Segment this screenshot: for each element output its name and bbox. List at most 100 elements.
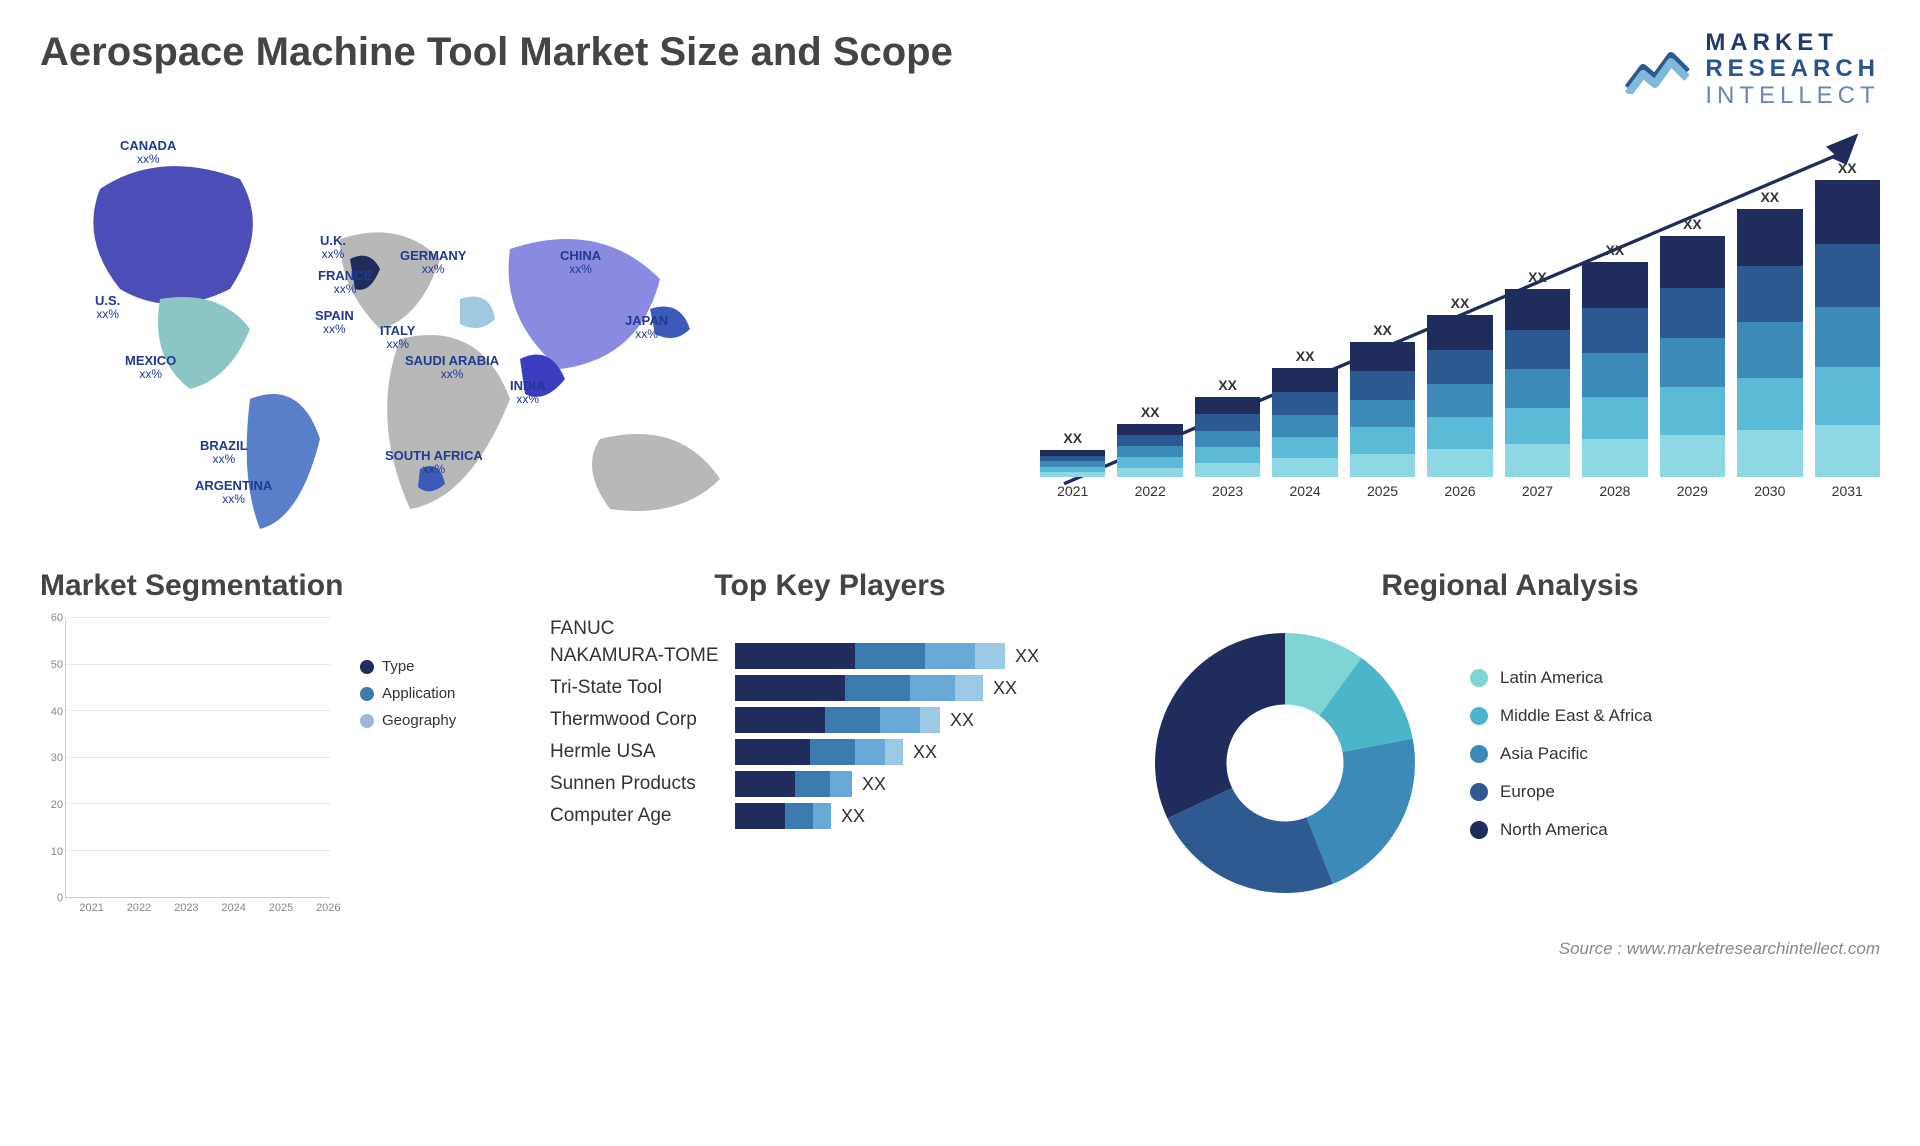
top-section: CANADAxx%U.S.xx%MEXICOxx%BRAZILxx%ARGENT… [40, 119, 1880, 539]
forecast-bar-segment [1195, 447, 1260, 463]
seg-y-tick: 0 [57, 892, 63, 904]
forecast-bar-segment [1582, 397, 1647, 439]
forecast-bar-col: XX 2024 [1272, 348, 1337, 499]
player-value: XX [913, 742, 937, 763]
forecast-bar [1350, 342, 1415, 477]
player-row: Sunnen ProductsXX [550, 771, 1110, 797]
forecast-bar-segment [1195, 431, 1260, 448]
segmentation-panel: Market Segmentation 0102030405060 TypeAp… [40, 569, 520, 914]
forecast-bar-segment [1660, 338, 1725, 387]
seg-y-tick: 40 [51, 706, 63, 718]
player-row: Computer Age XX [550, 803, 1110, 829]
player-row: Thermwood CorpXX [550, 707, 1110, 733]
map-label: SOUTH AFRICAxx% [385, 449, 483, 476]
legend-label: Asia Pacific [1500, 744, 1588, 764]
seg-legend-item: Application [360, 685, 456, 702]
seg-gridline [66, 850, 330, 851]
player-bar-segment [735, 803, 785, 829]
player-bar-segment [785, 803, 813, 829]
forecast-bar-segment [1815, 180, 1880, 244]
forecast-bar-segment [1815, 307, 1880, 368]
player-bar-segment [880, 707, 920, 733]
forecast-bar-segment [1660, 387, 1725, 434]
forecast-bar-label: XX [1296, 348, 1315, 364]
forecast-bar-segment [1427, 417, 1492, 449]
forecast-bar-col: XX2029 [1660, 216, 1725, 500]
seg-legend-item: Geography [360, 712, 456, 729]
seg-x-label: 2021 [73, 902, 110, 914]
seg-y-tick: 60 [51, 612, 63, 624]
players-panel: Top Key Players FANUCNAKAMURA-TOMEXXTri-… [550, 569, 1110, 914]
regional-legend: Latin America Middle East & Africa Asia Pa… [1470, 668, 1652, 858]
map-label: SAUDI ARABIAxx% [405, 354, 499, 381]
forecast-bar-segment [1350, 454, 1415, 478]
player-bar [735, 707, 940, 733]
players-list: FANUCNAKAMURA-TOMEXXTri-State ToolXXTher… [550, 618, 1110, 829]
forecast-bar-segment [1117, 468, 1182, 477]
forecast-bar-segment [1427, 449, 1492, 477]
player-bar-segment [735, 675, 845, 701]
forecast-bar-col: XX2031 [1815, 160, 1880, 499]
regional-legend-item: North America [1470, 820, 1652, 840]
player-bar-segment [810, 739, 855, 765]
legend-dot [360, 714, 374, 728]
forecast-bar [1272, 368, 1337, 477]
seg-plot [65, 618, 330, 898]
bottom-section: Market Segmentation 0102030405060 TypeAp… [40, 569, 1880, 914]
forecast-year-label: 2028 [1599, 483, 1630, 499]
forecast-bar [1195, 397, 1260, 478]
forecast-year-label: 2031 [1832, 483, 1863, 499]
player-name: Hermle USA [550, 741, 735, 763]
player-name: Computer Age [550, 805, 735, 827]
player-bar [735, 739, 903, 765]
logo-line3: INTELLECT [1705, 83, 1880, 109]
legend-label: Latin America [1500, 668, 1603, 688]
seg-y-tick: 20 [51, 799, 63, 811]
donut-slice [1155, 633, 1285, 818]
forecast-bar-col: XX2022 [1117, 404, 1182, 499]
forecast-bar-segment [1272, 392, 1337, 415]
forecast-year-label: 2025 [1367, 483, 1398, 499]
segmentation-chart: 0102030405060 [40, 618, 330, 898]
player-value: XX [1015, 646, 1039, 667]
forecast-bar-segment [1815, 244, 1880, 306]
legend-dot [1470, 745, 1488, 763]
forecast-bar [1660, 236, 1725, 478]
player-value: XX [841, 806, 865, 827]
map-label: ARGENTINAxx% [195, 479, 272, 506]
map-label: INDIAxx% [510, 379, 545, 406]
legend-label: Middle East & Africa [1500, 706, 1652, 726]
map-label: CHINAxx% [560, 249, 601, 276]
forecast-bar-segment [1737, 266, 1802, 322]
player-bar-segment [735, 739, 810, 765]
forecast-bar [1582, 262, 1647, 478]
legend-dot [1470, 669, 1488, 687]
forecast-bar-segment [1272, 415, 1337, 437]
regional-panel: Regional Analysis Latin AmericaMiddle Ea… [1140, 569, 1880, 914]
forecast-bar-segment [1505, 289, 1570, 330]
player-bar-segment [795, 771, 830, 797]
player-row: NAKAMURA-TOMEXX [550, 643, 1110, 669]
forecast-bar-segment [1195, 463, 1260, 477]
forecast-bars: XX2021XX2022XX2023XX2024XX2025XX2026XX20… [1040, 159, 1880, 499]
forecast-bar-segment [1117, 435, 1182, 446]
seg-gridline [66, 664, 330, 665]
forecast-bar-col: XX2023 [1195, 377, 1260, 500]
forecast-bar-segment [1350, 427, 1415, 453]
legend-dot [1470, 707, 1488, 725]
forecast-bar-segment [1815, 367, 1880, 425]
forecast-bar-segment [1427, 350, 1492, 384]
forecast-year-label: 2021 [1057, 483, 1088, 499]
forecast-year-label: 2024 [1290, 483, 1321, 499]
forecast-bar-label: XX [1760, 189, 1779, 205]
forecast-bar-segment [1505, 369, 1570, 408]
forecast-bar-segment [1117, 457, 1182, 467]
forecast-bar-label: XX [1141, 404, 1160, 420]
player-bar-segment [975, 643, 1005, 669]
legend-dot [360, 660, 374, 674]
player-row: Hermle USA XX [550, 739, 1110, 765]
forecast-bar-segment [1040, 472, 1105, 477]
map-label: JAPANxx% [625, 314, 668, 341]
forecast-year-label: 2027 [1522, 483, 1553, 499]
source-text: Source : www.marketresearchintellect.com [40, 939, 1880, 959]
